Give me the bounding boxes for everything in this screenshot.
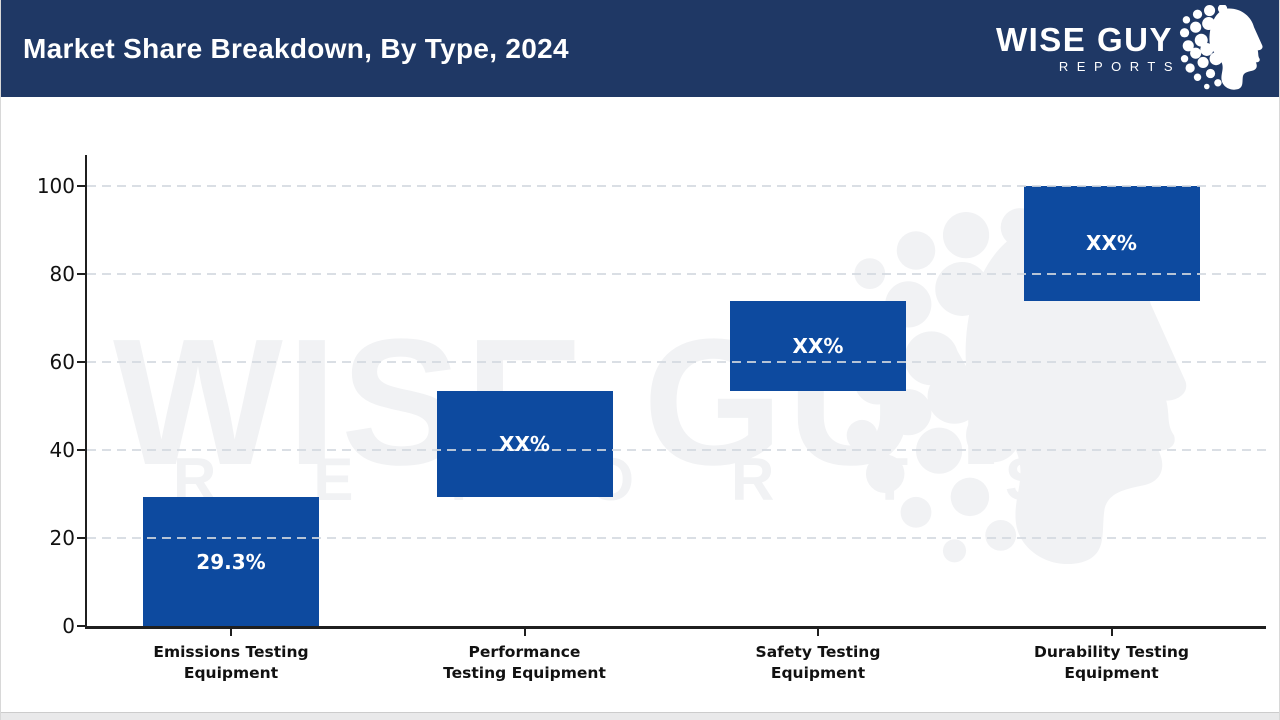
face-dot xyxy=(1192,9,1203,19)
face-dot xyxy=(865,454,905,494)
face-dot xyxy=(977,358,1024,405)
gridline-20 xyxy=(87,537,1266,539)
face-dot xyxy=(885,389,932,436)
x-axis-spine xyxy=(85,626,1266,629)
bar-segment-2 xyxy=(436,391,613,498)
x-category-label-line: Safety Testing xyxy=(755,643,881,661)
x-category-label-2: Performance Testing Equipment xyxy=(375,642,675,684)
face-dot xyxy=(989,308,1028,347)
bar-segment-1 xyxy=(143,497,319,626)
x-category-label-line: Equipment xyxy=(1064,664,1159,682)
gridline-60 xyxy=(87,361,1266,363)
gridline-100 xyxy=(87,185,1266,187)
x-category-label-line: Performance xyxy=(468,643,581,661)
page-title: Market Share Breakdown, By Type, 2024 xyxy=(23,32,569,64)
face-dot xyxy=(966,408,1020,463)
wiseguy-logo: WISE GUY REPORTS xyxy=(995,4,1267,93)
face-dot xyxy=(1179,27,1190,37)
face-dot xyxy=(950,477,990,517)
face-dot xyxy=(1200,42,1214,56)
face-dot xyxy=(1193,73,1202,81)
x-category-label-line: Durability Testing xyxy=(1033,643,1190,661)
bar-value-label-4: XX% xyxy=(1086,231,1137,256)
face-dot xyxy=(942,539,967,563)
face-dot xyxy=(1205,68,1216,78)
face-dot xyxy=(896,231,936,270)
y-axis-spine xyxy=(85,155,87,629)
face-dot xyxy=(1180,54,1189,62)
face-dot xyxy=(846,419,878,451)
gridline-40 xyxy=(87,449,1266,451)
bottom-border-strip xyxy=(1,712,1279,720)
y-tick-label-60: 60 xyxy=(49,350,75,374)
bar-value-label-2: XX% xyxy=(499,432,550,457)
face-dot xyxy=(1204,83,1210,89)
x-tickmark-2 xyxy=(523,629,526,636)
face-dot xyxy=(1182,15,1191,24)
bar-value-label-1: 29.3% xyxy=(196,549,266,574)
face-dot xyxy=(942,212,990,259)
x-category-label-line: Equipment xyxy=(183,664,279,682)
dotted-head-profile-icon xyxy=(1179,4,1263,90)
y-tick-label-80: 80 xyxy=(49,262,75,286)
y-tick-label-40: 40 xyxy=(49,438,75,462)
header-bar: Market Share Breakdown, By Type, 2024 WI… xyxy=(1,0,1279,97)
logo-wordmark: WISE GUY REPORTS xyxy=(995,20,1173,74)
y-tickmark-40 xyxy=(77,449,85,451)
y-tickmark-0 xyxy=(77,625,85,627)
y-tick-label-100: 100 xyxy=(36,174,75,198)
bar-value-label-3: XX% xyxy=(792,334,844,359)
y-tick-label-20: 20 xyxy=(49,526,75,550)
face-dot xyxy=(935,262,990,316)
x-category-label-1: Emissions Testing Equipment xyxy=(81,642,381,684)
face-dot xyxy=(1190,21,1202,33)
face-dot xyxy=(1204,4,1216,16)
y-tickmark-20 xyxy=(77,537,85,539)
x-category-label-line: Testing Equipment xyxy=(443,664,606,682)
face-dot xyxy=(1182,39,1194,51)
y-tickmark-60 xyxy=(77,361,85,363)
logo-wordmark-line1: WISE GUY xyxy=(995,20,1173,58)
face-dot xyxy=(985,520,1017,551)
y-tick-label-0: 0 xyxy=(62,614,75,638)
x-category-label-line: Emissions Testing xyxy=(153,643,309,661)
y-tickmark-100 xyxy=(77,185,85,187)
x-category-label-3: Safety Testing Equipment xyxy=(668,642,968,684)
face-dot xyxy=(1185,62,1195,73)
face-dot xyxy=(1214,78,1222,87)
face-profile xyxy=(1209,7,1263,90)
x-tickmark-1 xyxy=(230,629,232,636)
x-tickmark-3 xyxy=(817,629,819,636)
face-dot xyxy=(900,496,932,528)
logo-wordmark-line2: REPORTS xyxy=(1058,59,1181,75)
face-dot xyxy=(1190,47,1202,59)
face-dot xyxy=(1197,56,1209,68)
x-category-label-4: Durability Testing Equipment xyxy=(962,642,1262,684)
face-dot xyxy=(927,369,982,424)
x-tickmark-4 xyxy=(1110,629,1113,636)
x-category-label-line: Equipment xyxy=(770,664,866,682)
gridline-80 xyxy=(87,273,1266,275)
face-dot xyxy=(904,331,959,386)
y-tickmark-80 xyxy=(77,273,85,275)
